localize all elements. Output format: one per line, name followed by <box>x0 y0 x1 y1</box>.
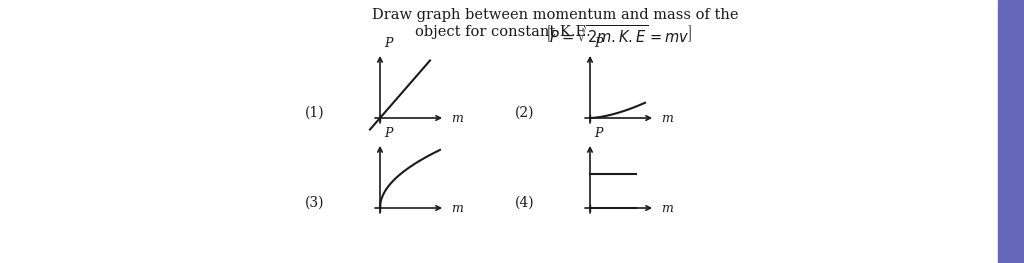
Text: m: m <box>451 112 463 124</box>
Text: P: P <box>594 37 602 50</box>
Text: m: m <box>451 201 463 215</box>
Text: m: m <box>662 112 673 124</box>
Text: object for constant K.E.: object for constant K.E. <box>415 25 591 39</box>
Text: $\left[P=\sqrt{2m.K.E}=mv\right]$: $\left[P=\sqrt{2m.K.E}=mv\right]$ <box>545 25 692 46</box>
Bar <box>998 0 1024 263</box>
Text: (2): (2) <box>515 106 535 120</box>
Text: P: P <box>594 127 602 140</box>
Text: (1): (1) <box>305 106 325 120</box>
Text: (4): (4) <box>515 196 535 210</box>
Text: Draw graph between momentum and mass of the: Draw graph between momentum and mass of … <box>372 8 738 22</box>
Text: P: P <box>384 37 392 50</box>
Text: P: P <box>384 127 392 140</box>
Text: (3): (3) <box>305 196 325 210</box>
Text: m: m <box>662 201 673 215</box>
